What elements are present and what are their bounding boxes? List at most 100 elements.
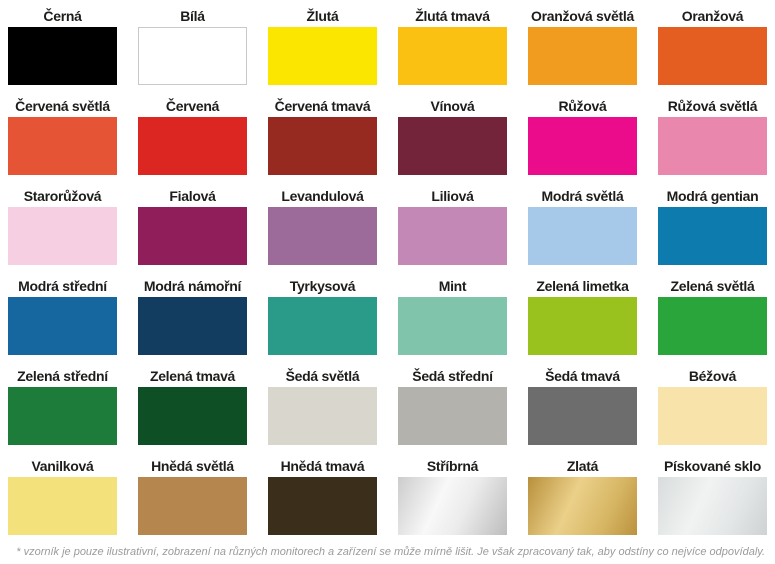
swatch-cell: Modrá střední <box>8 275 117 355</box>
swatch-cell: Oranžová <box>658 5 767 85</box>
swatch-label: Oranžová <box>681 8 744 24</box>
color-swatch <box>268 297 377 355</box>
color-swatch <box>138 387 247 445</box>
swatch-cell: Šedá střední <box>398 365 507 445</box>
swatch-label: Černá <box>43 8 82 24</box>
swatch-cell: Vanilková <box>8 455 117 535</box>
color-swatch <box>268 117 377 175</box>
color-swatch <box>8 387 117 445</box>
swatch-label: Zlatá <box>566 458 599 474</box>
swatch-cell: Červená <box>138 95 247 175</box>
color-swatch <box>268 477 377 535</box>
swatch-cell: Bílá <box>138 5 247 85</box>
swatch-cell: Starorůžová <box>8 185 117 265</box>
color-swatch <box>528 297 637 355</box>
swatch-label: Liliová <box>431 188 474 204</box>
swatch-cell: Zelená limetka <box>528 275 637 355</box>
color-swatch <box>138 27 247 85</box>
swatch-label: Starorůžová <box>23 188 102 204</box>
swatch-cell: Béžová <box>658 365 767 445</box>
color-swatch <box>8 297 117 355</box>
color-swatch <box>268 27 377 85</box>
color-swatch <box>528 117 637 175</box>
swatch-cell: Tyrkysová <box>268 275 377 355</box>
swatch-label: Fialová <box>169 188 216 204</box>
swatch-cell: Zelená střední <box>8 365 117 445</box>
swatch-label: Oranžová světlá <box>531 8 634 24</box>
swatch-label: Šedá světlá <box>285 368 360 384</box>
swatch-cell: Hnědá světlá <box>138 455 247 535</box>
swatch-cell: Fialová <box>138 185 247 265</box>
swatch-cell: Růžová <box>528 95 637 175</box>
swatch-label: Bílá <box>180 8 205 24</box>
swatch-label: Zelená limetka <box>536 278 629 294</box>
disclaimer-footnote: * vzorník je pouze ilustrativní, zobraze… <box>16 546 765 558</box>
color-swatch <box>268 207 377 265</box>
swatch-label: Stříbrná <box>426 458 479 474</box>
color-swatch <box>398 27 507 85</box>
swatch-label: Levandulová <box>281 188 364 204</box>
swatch-grid: Černá Bílá Žlutá Žlutá tmavá Oranžová světlá… <box>8 5 767 535</box>
color-swatch <box>138 207 247 265</box>
color-swatch <box>138 477 247 535</box>
swatch-label: Mint <box>438 278 467 294</box>
swatch-cell: Modrá gentian <box>658 185 767 265</box>
color-swatch <box>528 387 637 445</box>
swatch-cell: Modrá světlá <box>528 185 637 265</box>
swatch-cell: Levandulová <box>268 185 377 265</box>
color-swatch <box>268 387 377 445</box>
color-swatch <box>8 117 117 175</box>
swatch-label: Zelená střední <box>17 368 108 384</box>
color-swatch <box>528 477 637 535</box>
swatch-label: Modrá světlá <box>541 188 624 204</box>
swatch-cell: Červená tmavá <box>268 95 377 175</box>
swatch-cell: Pískované sklo <box>658 455 767 535</box>
swatch-label: Hnědá tmavá <box>280 458 365 474</box>
swatch-label: Zelená světlá <box>670 278 755 294</box>
swatch-label: Šedá tmavá <box>545 368 620 384</box>
color-swatch <box>8 27 117 85</box>
swatch-cell: Mint <box>398 275 507 355</box>
swatch-label: Hnědá světlá <box>151 458 234 474</box>
swatch-label: Červená <box>165 98 220 114</box>
swatch-cell: Stříbrná <box>398 455 507 535</box>
color-swatch <box>658 387 767 445</box>
swatch-cell: Červená světlá <box>8 95 117 175</box>
swatch-label: Červená světlá <box>15 98 110 114</box>
swatch-cell: Žlutá <box>268 5 377 85</box>
swatch-cell: Zlatá <box>528 455 637 535</box>
color-swatch <box>658 297 767 355</box>
swatch-cell: Hnědá tmavá <box>268 455 377 535</box>
color-swatch <box>528 207 637 265</box>
color-swatch <box>398 117 507 175</box>
swatch-cell: Modrá námořní <box>138 275 247 355</box>
swatch-cell: Šedá tmavá <box>528 365 637 445</box>
color-swatch <box>528 27 637 85</box>
color-swatch <box>398 477 507 535</box>
swatch-cell: Zelená světlá <box>658 275 767 355</box>
color-swatch <box>658 477 767 535</box>
swatch-label: Modrá střední <box>18 278 107 294</box>
color-swatch <box>138 117 247 175</box>
swatch-cell: Oranžová světlá <box>528 5 637 85</box>
swatch-cell: Vínová <box>398 95 507 175</box>
swatch-label: Šedá střední <box>412 368 493 384</box>
color-swatch <box>658 207 767 265</box>
swatch-label: Modrá gentian <box>666 188 759 204</box>
swatch-label: Růžová <box>558 98 607 114</box>
swatch-label: Vínová <box>430 98 475 114</box>
swatch-label: Žlutá <box>306 8 339 24</box>
color-swatch <box>398 297 507 355</box>
swatch-cell: Šedá světlá <box>268 365 377 445</box>
swatch-label: Žlutá tmavá <box>415 8 490 24</box>
swatch-label: Zelená tmavá <box>149 368 236 384</box>
swatch-label: Růžová světlá <box>667 98 758 114</box>
swatch-label: Tyrkysová <box>289 278 356 294</box>
color-swatch <box>8 477 117 535</box>
swatch-label: Pískované sklo <box>664 458 761 474</box>
swatch-cell: Růžová světlá <box>658 95 767 175</box>
swatch-label: Červená tmavá <box>274 98 371 114</box>
color-swatch <box>658 27 767 85</box>
swatch-cell: Žlutá tmavá <box>398 5 507 85</box>
